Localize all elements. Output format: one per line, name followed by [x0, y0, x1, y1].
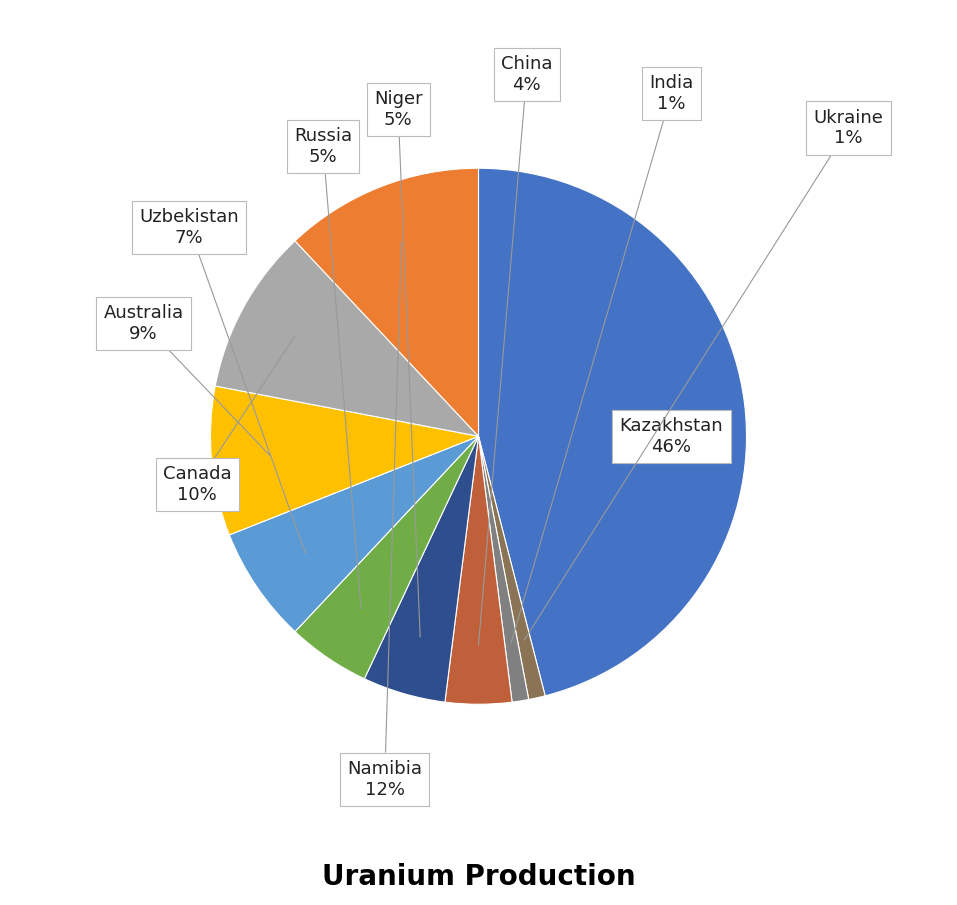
Text: Uzbekistan
7%: Uzbekistan 7%	[139, 208, 305, 554]
Wedge shape	[295, 168, 478, 436]
Wedge shape	[211, 386, 478, 535]
Title: Uranium Production: Uranium Production	[322, 862, 635, 891]
Wedge shape	[478, 436, 545, 700]
Text: Canada
10%: Canada 10%	[163, 336, 296, 504]
Wedge shape	[215, 241, 478, 436]
Text: Russia
5%: Russia 5%	[294, 128, 361, 609]
Text: Australia
9%: Australia 9%	[103, 304, 271, 456]
Wedge shape	[295, 436, 478, 679]
Text: China
4%: China 4%	[478, 55, 552, 645]
Wedge shape	[365, 436, 478, 702]
Wedge shape	[230, 436, 478, 632]
Text: Ukraine
1%: Ukraine 1%	[524, 109, 883, 640]
Wedge shape	[478, 436, 528, 702]
Wedge shape	[445, 436, 512, 704]
Text: Kazakhstan
46%: Kazakhstan 46%	[619, 410, 723, 455]
Text: Niger
5%: Niger 5%	[374, 90, 422, 637]
Wedge shape	[478, 168, 746, 696]
Text: India
1%: India 1%	[511, 74, 694, 643]
Text: Namibia
12%: Namibia 12%	[347, 242, 422, 799]
